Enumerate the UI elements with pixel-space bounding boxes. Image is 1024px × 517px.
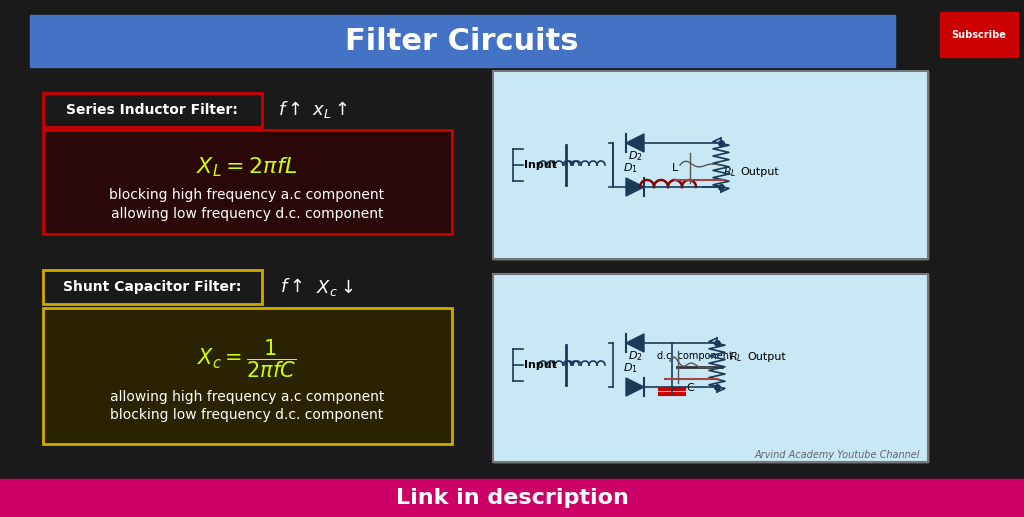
Text: $X_c\downarrow$: $X_c\downarrow$ — [316, 277, 353, 297]
Text: $x_L\uparrow$: $x_L\uparrow$ — [312, 99, 348, 120]
Text: allowing high frequency a.c component: allowing high frequency a.c component — [110, 390, 384, 404]
Text: Series Inductor Filter:: Series Inductor Filter: — [67, 103, 238, 117]
Text: $D_1$: $D_1$ — [623, 161, 637, 175]
Bar — [0, 479, 1024, 517]
Bar — [30, 15, 895, 67]
Text: Filter Circuits: Filter Circuits — [345, 26, 579, 55]
Text: $R_L$: $R_L$ — [723, 165, 736, 179]
FancyBboxPatch shape — [43, 93, 262, 127]
Bar — [493, 274, 928, 462]
Text: Shunt Capacitor Filter:: Shunt Capacitor Filter: — [62, 280, 242, 294]
Text: $f\uparrow$: $f\uparrow$ — [281, 278, 303, 296]
Text: $R_L$: $R_L$ — [729, 350, 742, 364]
Polygon shape — [626, 378, 644, 396]
Text: $D_2$: $D_2$ — [628, 349, 642, 363]
FancyBboxPatch shape — [43, 130, 452, 234]
Text: Arvind Academy Youtube Channel: Arvind Academy Youtube Channel — [755, 450, 920, 460]
Text: $D_2$: $D_2$ — [628, 149, 642, 163]
Text: $X_c = \dfrac{1}{2\pi f C}$: $X_c = \dfrac{1}{2\pi f C}$ — [198, 338, 297, 381]
Bar — [493, 274, 928, 462]
Text: $f\uparrow$: $f\uparrow$ — [279, 101, 302, 119]
Polygon shape — [626, 334, 644, 352]
Text: blocking low frequency d.c. component: blocking low frequency d.c. component — [111, 408, 384, 422]
Text: Input: Input — [523, 160, 556, 170]
Text: allowing low frequency d.c. component: allowing low frequency d.c. component — [111, 207, 383, 221]
Text: $X_L = 2\pi f L$: $X_L = 2\pi f L$ — [197, 155, 298, 179]
Text: Output: Output — [746, 352, 785, 362]
FancyBboxPatch shape — [43, 270, 262, 304]
Text: $D_1$: $D_1$ — [623, 361, 637, 375]
Text: C: C — [686, 383, 693, 393]
Bar — [940, 12, 1018, 57]
Text: d.c. component: d.c. component — [656, 351, 732, 361]
Text: Link in description: Link in description — [395, 488, 629, 508]
Bar — [493, 71, 928, 259]
Text: L: L — [672, 163, 678, 173]
Polygon shape — [626, 134, 644, 152]
Polygon shape — [626, 178, 644, 196]
FancyBboxPatch shape — [43, 308, 452, 444]
Text: blocking high frequency a.c component: blocking high frequency a.c component — [110, 188, 385, 202]
Text: Input: Input — [523, 360, 556, 370]
Text: Output: Output — [740, 167, 778, 177]
Text: Subscribe: Subscribe — [951, 30, 1007, 40]
Bar — [493, 71, 928, 259]
